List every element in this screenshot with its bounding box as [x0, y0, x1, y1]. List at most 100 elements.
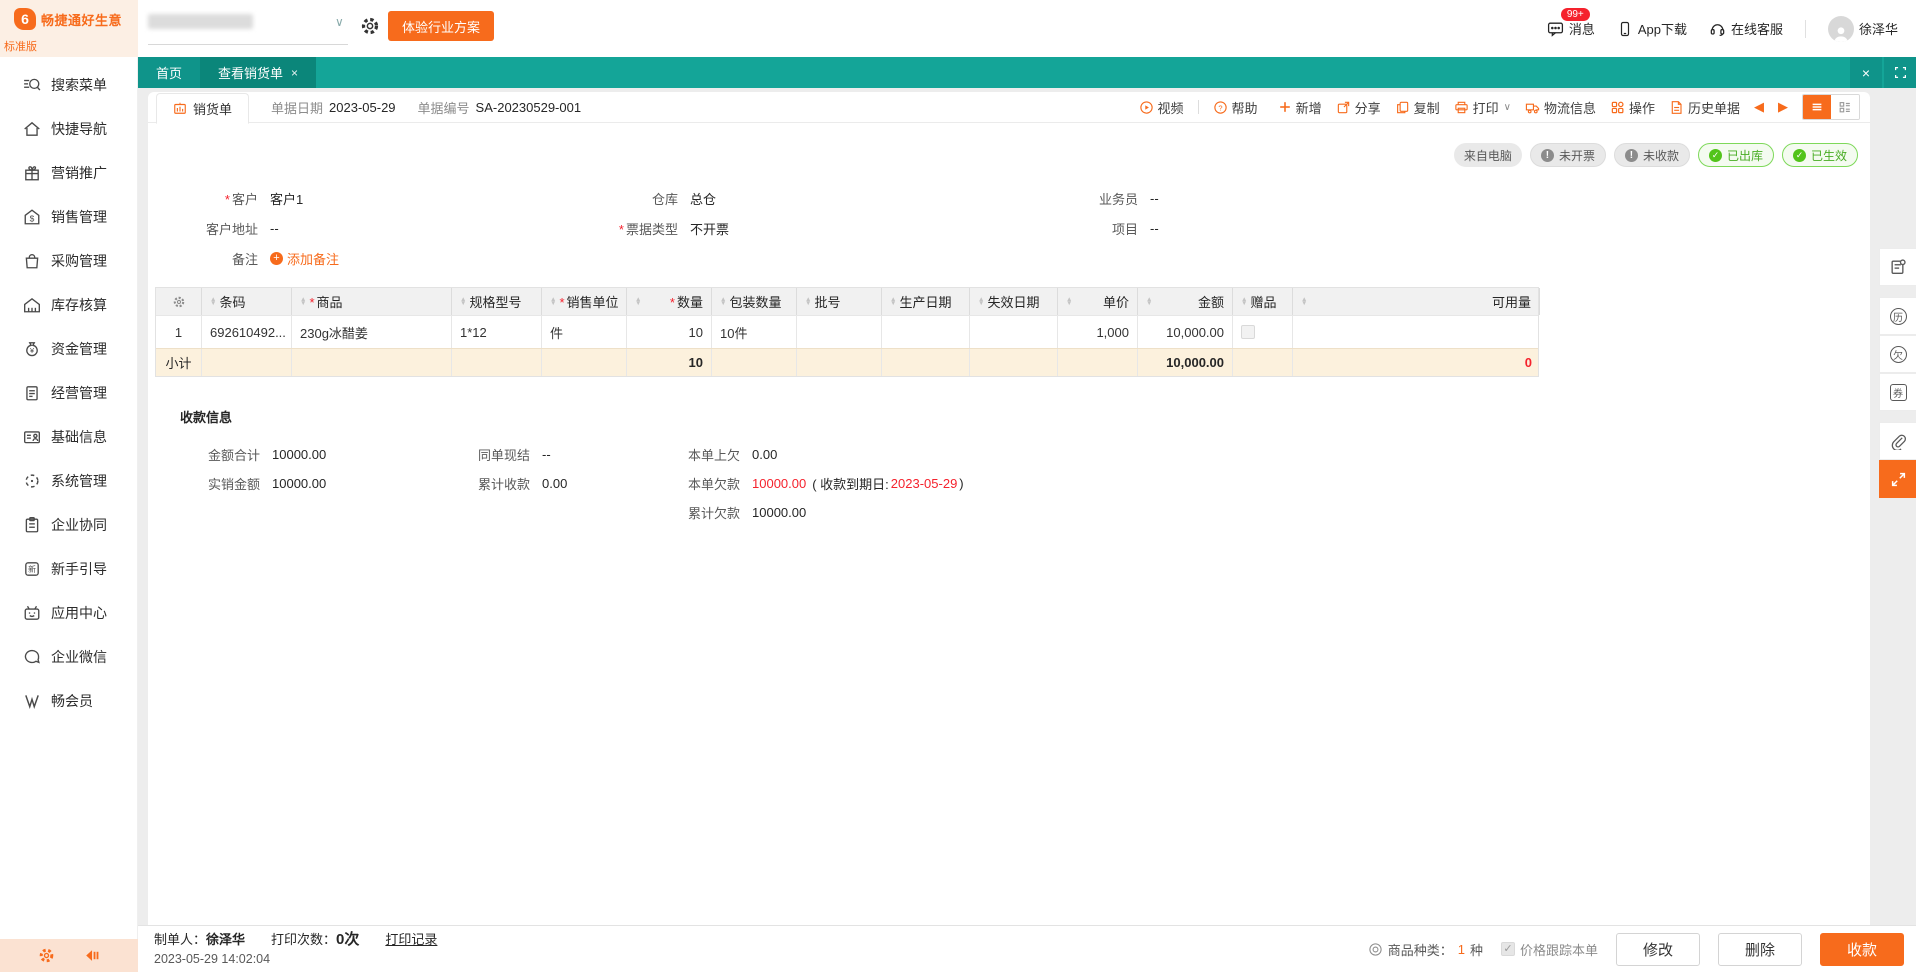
next-doc-icon[interactable]: ▶	[1778, 99, 1788, 114]
header-available[interactable]: ▲ ▼ 可用量	[1293, 288, 1540, 315]
sidebar-item-search-menu[interactable]: 搜索菜单	[0, 63, 137, 107]
customer-value[interactable]: 客户1	[270, 191, 304, 207]
list-view-button[interactable]	[1803, 95, 1831, 119]
chevron-down-icon[interactable]: ∨	[335, 14, 344, 29]
app-download-button[interactable]: App下载	[1617, 19, 1687, 38]
header-product[interactable]: ▲▼商品	[292, 288, 452, 315]
table-row[interactable]: 1 692610492... 230g冰醋姜 1*12 件 10 10件 1,0…	[156, 315, 1538, 348]
sort-icon[interactable]: ▲ ▼	[890, 295, 897, 307]
close-all-tabs-icon[interactable]: ×	[1850, 57, 1882, 88]
sort-icon[interactable]: ▲ ▼	[1241, 295, 1248, 307]
address-label: 客户地址	[205, 221, 258, 237]
sidebar-item-app-center[interactable]: 应用中心	[0, 591, 137, 635]
sort-icon[interactable]: ▲ ▼	[1066, 295, 1073, 307]
sidebar-item-operations[interactable]: 经营管理	[0, 371, 137, 415]
brand-logo-icon: 6	[14, 8, 36, 30]
gift-checkbox[interactable]	[1241, 325, 1255, 339]
header-gift[interactable]: ▲ ▼ 赠品	[1233, 288, 1293, 315]
tab-home[interactable]: 首页	[138, 57, 201, 88]
prev-due-value: 0.00	[752, 447, 778, 462]
add-remark-link[interactable]: + 添加备注	[270, 249, 339, 268]
view-toggle	[1802, 94, 1860, 120]
header-exp-date[interactable]: ▲ ▼ 失效日期	[970, 288, 1058, 315]
sidebar-item-quick-nav[interactable]: 快捷导航	[0, 107, 137, 151]
doc-note-button[interactable]	[1879, 248, 1916, 286]
sidebar-item-member[interactable]: 畅会员	[0, 679, 137, 723]
sort-icon[interactable]: ▲ ▼	[805, 295, 812, 307]
cell-product[interactable]: 230g冰醋姜	[292, 316, 452, 348]
fullscreen-icon[interactable]	[1884, 57, 1916, 88]
sidebar-item-system[interactable]: 系统管理	[0, 459, 137, 503]
operate-button[interactable]: 操作	[1610, 98, 1655, 117]
video-button[interactable]: 视频	[1139, 98, 1184, 117]
sort-icon[interactable]: ▲ ▼	[1301, 295, 1308, 307]
sidebar-item-funds[interactable]: ¥ 资金管理	[0, 327, 137, 371]
doc-toolbar: 视频 ? 帮助 新增	[1139, 94, 1860, 120]
share-button[interactable]: 分享	[1336, 98, 1381, 117]
effective-badge: ✓ 已生效	[1781, 143, 1858, 167]
print-button[interactable]: 打印 ∨	[1454, 98, 1511, 117]
header-pack-qty[interactable]: ▲ ▼ 包装数量	[712, 288, 797, 315]
price-track-option[interactable]: ✓ 价格跟踪本单	[1500, 940, 1598, 959]
receive-payment-button[interactable]: 收款	[1820, 932, 1904, 966]
sidebar-item-collaboration[interactable]: 企业协同	[0, 503, 137, 547]
invoice-type-label: 票据类型	[568, 219, 678, 238]
header-prod-date[interactable]: ▲ ▼ 生产日期	[882, 288, 970, 315]
history-price-button[interactable]: 历	[1879, 297, 1916, 335]
sidebar-item-label: 营销推广	[51, 165, 107, 181]
sort-icon[interactable]: ▲ ▼	[1146, 295, 1153, 307]
sort-icon[interactable]: ▲ ▼	[720, 295, 727, 307]
tab-view-sales-order[interactable]: 查看销货单 ×	[200, 57, 317, 88]
debt-button[interactable]: 欠	[1879, 335, 1916, 373]
user-menu[interactable]: 徐泽华	[1827, 15, 1898, 42]
coupon-button[interactable]: 券	[1879, 373, 1916, 411]
sidebar-item-sales[interactable]: $ 销售管理	[0, 195, 137, 239]
help-button[interactable]: ? 帮助	[1213, 98, 1258, 117]
messages-button[interactable]: 消息 99+	[1547, 8, 1595, 38]
experience-plan-button[interactable]: 体验行业方案	[388, 11, 495, 41]
header-barcode[interactable]: ▲ ▼ 条码	[202, 288, 292, 315]
creator-info: 制单人：徐泽华	[154, 931, 246, 947]
sort-icon[interactable]: ▲ ▼	[978, 295, 985, 307]
header-qty[interactable]: ▲▼数量	[627, 288, 712, 315]
doc-type-tab[interactable]: 销货单	[156, 92, 250, 124]
price-track-checkbox[interactable]: ✓	[1500, 942, 1515, 956]
sidebar-item-marketing[interactable]: 营销推广	[0, 151, 137, 195]
sort-icon[interactable]: ▲ ▼	[210, 295, 217, 307]
sidebar-item-base-info[interactable]: 基础信息	[0, 415, 137, 459]
sidebar-item-inventory[interactable]: 库存核算	[0, 283, 137, 327]
coupon-glyph-icon: 券	[1889, 383, 1907, 401]
sort-icon[interactable]: ▲ ▼	[550, 295, 557, 307]
column-settings-gear-icon[interactable]	[156, 288, 202, 315]
logistics-button[interactable]: 物流信息	[1525, 98, 1596, 117]
history-docs-button[interactable]: 历史单据	[1669, 98, 1740, 117]
sidebar-item-purchase[interactable]: 采购管理	[0, 239, 137, 283]
online-service-button[interactable]: 在线客服	[1709, 19, 1783, 38]
sidebar-settings-gear-icon[interactable]	[38, 947, 55, 964]
company-selector[interactable]: ∨	[148, 14, 348, 45]
header-unit[interactable]: ▲▼销售单位	[542, 288, 627, 315]
header-price[interactable]: ▲ ▼ 单价	[1058, 288, 1138, 315]
collapse-sidebar-icon[interactable]	[83, 947, 100, 964]
sort-icon[interactable]: ▲ ▼	[635, 295, 642, 307]
tab-close-icon[interactable]: ×	[291, 65, 299, 80]
modify-button[interactable]: 修改	[1616, 932, 1700, 966]
delete-button[interactable]: 删除	[1718, 932, 1802, 966]
copy-button[interactable]: 复制	[1395, 98, 1440, 117]
sidebar-item-wecom[interactable]: 企业微信	[0, 635, 137, 679]
sidebar-item-newbie-guide[interactable]: 新 新手引导	[0, 547, 137, 591]
expand-button[interactable]	[1879, 460, 1916, 498]
settings-gear-icon[interactable]	[360, 16, 380, 36]
product-kinds: 商品种类： 1 种	[1368, 940, 1483, 959]
header-batch[interactable]: ▲ ▼ 批号	[797, 288, 882, 315]
add-button[interactable]: 新增	[1278, 98, 1322, 117]
card-view-button[interactable]	[1831, 95, 1859, 119]
attachment-button[interactable]	[1879, 422, 1916, 460]
header-spec[interactable]: ▲ ▼ 规格型号	[452, 288, 542, 315]
prev-doc-icon[interactable]: ◀	[1754, 99, 1764, 114]
sort-icon[interactable]: ▲ ▼	[460, 295, 467, 307]
header-amount[interactable]: ▲ ▼ 金额	[1138, 288, 1233, 315]
sort-icon[interactable]: ▲ ▼	[300, 295, 307, 307]
print-record-link[interactable]: 打印记录	[385, 931, 438, 947]
subtotal-available: 0	[1524, 355, 1532, 370]
